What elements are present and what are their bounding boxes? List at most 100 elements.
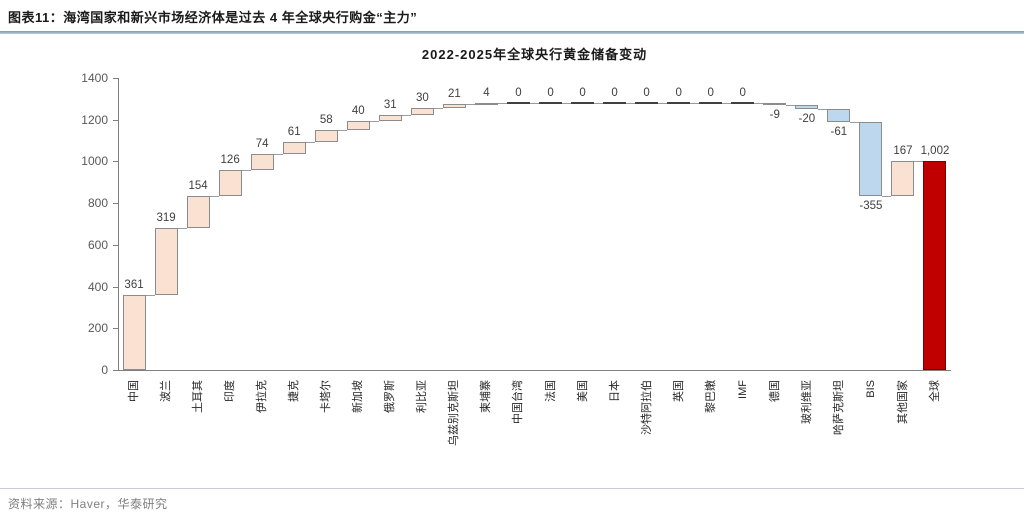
- connector-line: [626, 103, 636, 105]
- bar-value-label: 31: [383, 98, 397, 111]
- bar-value-label: 0: [675, 87, 682, 100]
- chart-title: 2022-2025年全球央行黄金储备变动: [421, 47, 648, 62]
- bar: [923, 161, 947, 370]
- connector-line: [497, 103, 507, 105]
- x-axis-label: 乌兹别克斯坦: [448, 380, 461, 446]
- x-axis-label: 俄罗斯: [384, 380, 397, 413]
- bar-value-label: 40: [351, 105, 365, 118]
- bar-value-label: 61: [287, 125, 301, 138]
- x-axis-label: 沙特阿拉伯: [640, 380, 653, 435]
- bar: [186, 196, 210, 229]
- x-axis-label: 日本: [608, 380, 621, 402]
- bar-value-label: 1,002: [920, 145, 950, 157]
- y-axis-tick: [113, 203, 118, 205]
- bar-value-label: -20: [798, 113, 816, 126]
- bar: [250, 154, 274, 170]
- x-axis-label: 德国: [768, 380, 781, 402]
- bar: [859, 122, 883, 197]
- bar-value-label: 0: [707, 87, 714, 100]
- x-axis-label: 英国: [672, 380, 685, 402]
- y-axis-line: [118, 78, 119, 371]
- x-axis-label: 其他国家: [896, 380, 909, 424]
- connector-line: [529, 103, 539, 105]
- x-axis-label: 哈萨克斯坦: [832, 380, 845, 435]
- bar: [763, 103, 787, 106]
- connector-line: [209, 196, 219, 198]
- y-axis-tick: [113, 78, 118, 79]
- y-axis-tick: [113, 286, 118, 288]
- zero-bar-dash: [603, 102, 627, 105]
- y-axis-tick: [113, 328, 118, 330]
- bar: [282, 141, 306, 155]
- x-axis-label: BIS: [864, 380, 877, 398]
- bar: [827, 109, 851, 122]
- x-axis-label: 柬埔寨: [480, 380, 493, 413]
- bar-value-label: 126: [220, 153, 240, 166]
- x-axis-label: 法国: [544, 380, 557, 402]
- y-axis-tick-label: 800: [87, 196, 108, 211]
- bar-value-label: 21: [447, 88, 461, 101]
- figure-footer: 资料来源：Haver，华泰研究: [0, 488, 1024, 512]
- connector-line: [145, 294, 155, 296]
- y-axis-tick: [113, 370, 118, 371]
- bar-value-label: 361: [124, 278, 144, 291]
- bar: [346, 121, 370, 130]
- x-axis-label: 中国: [128, 380, 141, 402]
- x-axis-label: 卡塔尔: [320, 380, 333, 413]
- bar-value-label: 0: [515, 87, 522, 100]
- x-axis-label: 新加坡: [352, 380, 365, 413]
- bar-value-label: 319: [156, 212, 176, 225]
- bar-value-label: 58: [319, 113, 333, 126]
- connector-line: [433, 108, 443, 110]
- bar-value-label: 74: [255, 138, 269, 151]
- connector-line: [882, 196, 892, 198]
- x-axis-line: [118, 370, 951, 371]
- zero-bar-dash: [506, 102, 530, 105]
- bar-value-label: -9: [769, 109, 780, 122]
- bar: [795, 105, 819, 110]
- bar: [378, 114, 402, 122]
- bar: [314, 129, 338, 142]
- bar-value-label: 30: [415, 92, 429, 105]
- x-axis-label: 捷克: [288, 380, 301, 402]
- y-axis-tick-label: 1400: [81, 71, 108, 85]
- x-axis-label: 美国: [576, 380, 589, 402]
- connector-line: [305, 141, 315, 143]
- x-axis-label: 中国台湾: [512, 380, 525, 424]
- header-divider: [0, 31, 1024, 34]
- footer-divider: [0, 488, 1024, 489]
- connector-line: [337, 129, 347, 131]
- figure-header: 图表11：海湾国家和新兴市场经济体是过去 4 年全球央行购金“主力”: [0, 0, 1024, 34]
- zero-bar-dash: [539, 102, 563, 105]
- y-axis-tick: [113, 161, 118, 163]
- bar: [154, 228, 178, 295]
- bar: [122, 294, 146, 370]
- y-axis-tick: [113, 244, 118, 246]
- y-axis-tick-label: 600: [87, 237, 108, 252]
- y-axis-tick-label: 1000: [81, 154, 108, 169]
- bar-value-label: 0: [611, 87, 618, 100]
- x-axis-label: 波兰: [160, 380, 173, 402]
- connector-line: [754, 103, 764, 105]
- bar-value-label: 154: [188, 180, 208, 193]
- connector-line: [241, 169, 251, 171]
- connector-line: [658, 103, 668, 105]
- bar-value-label: 0: [739, 87, 746, 100]
- bar-value-label: 4: [483, 87, 490, 100]
- x-axis-label: 印度: [224, 380, 237, 402]
- connector-line: [562, 103, 572, 105]
- connector-line: [273, 154, 283, 156]
- bar-value-label: -61: [830, 126, 848, 138]
- bar-value-label: 167: [893, 145, 913, 158]
- bar: [891, 161, 915, 197]
- y-axis-tick: [113, 119, 118, 121]
- y-axis-tick-label: 400: [87, 279, 108, 294]
- x-axis-label: 利比亚: [416, 380, 429, 413]
- x-axis-label: 玻利维亚: [800, 380, 813, 424]
- x-axis-label: 全球: [928, 380, 941, 402]
- zero-bar-dash: [571, 102, 595, 105]
- figure-title-line: 图表11：海湾国家和新兴市场经济体是过去 4 年全球央行购金“主力”: [0, 0, 1024, 31]
- connector-line: [914, 161, 924, 163]
